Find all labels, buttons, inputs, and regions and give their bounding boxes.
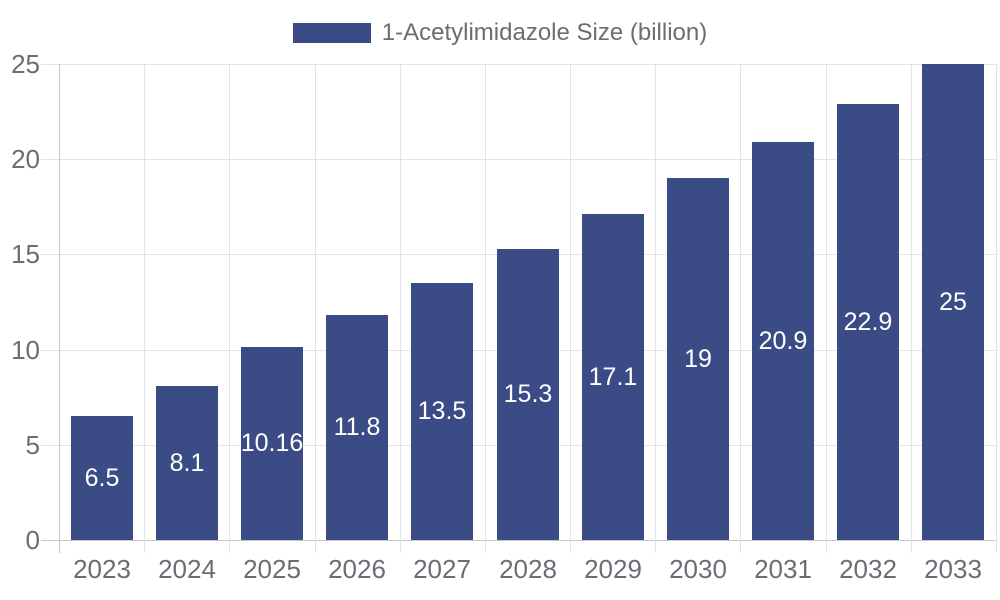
gridline-vertical <box>315 64 316 553</box>
gridline-vertical <box>485 64 486 553</box>
gridline-vertical <box>229 64 230 553</box>
y-axis-line <box>59 64 60 553</box>
bar-value-label: 6.5 <box>84 463 120 492</box>
bar[interactable]: 8.1 <box>156 386 218 540</box>
bar[interactable]: 19 <box>667 178 729 540</box>
bar-value-label: 22.9 <box>843 307 893 336</box>
legend[interactable]: 1-Acetylimidazole Size (billion) <box>0 19 1000 46</box>
bar[interactable]: 6.5 <box>71 416 133 540</box>
gridline-horizontal <box>41 64 996 65</box>
bar-value-label: 20.9 <box>758 326 808 355</box>
bar[interactable]: 22.9 <box>837 104 899 540</box>
bar-value-label: 15.3 <box>503 380 553 408</box>
bar-value-label: 17.1 <box>588 362 638 391</box>
bar-value-label: 25 <box>939 287 967 316</box>
x-tick-label: 2029 <box>584 554 642 584</box>
gridline-vertical <box>826 64 827 553</box>
x-tick-label: 2027 <box>413 554 471 584</box>
bar-value-label: 8.1 <box>169 448 205 477</box>
x-tick-label: 2028 <box>499 554 557 584</box>
bar[interactable]: 13.5 <box>411 283 473 540</box>
x-tick-label: 2024 <box>158 554 216 584</box>
x-tick-label: 2032 <box>839 554 897 584</box>
y-tick-label: 25 <box>11 49 40 79</box>
gridline-vertical <box>911 64 912 553</box>
x-tick-label: 2033 <box>924 554 982 584</box>
x-tick-label: 2026 <box>328 554 386 584</box>
x-tick-label: 2025 <box>243 554 301 584</box>
y-tick-label: 10 <box>11 335 40 365</box>
legend-label: 1-Acetylimidazole Size (billion) <box>381 19 708 46</box>
gridline-vertical <box>144 64 145 553</box>
x-tick-label: 2031 <box>754 554 812 584</box>
bar[interactable]: 25 <box>922 64 984 540</box>
y-tick-label: 5 <box>25 430 40 460</box>
y-tick-label: 15 <box>11 239 40 269</box>
gridline-vertical <box>400 64 401 553</box>
bar-value-label: 19 <box>684 344 712 373</box>
bar-value-label: 10.16 <box>240 429 304 457</box>
bar-value-label: 13.5 <box>417 397 467 425</box>
x-tick-label: 2030 <box>669 554 727 584</box>
gridline-vertical <box>740 64 741 553</box>
y-tick-label: 20 <box>11 144 40 174</box>
legend-swatch <box>292 23 371 43</box>
x-axis-line <box>41 540 996 541</box>
gridline-vertical <box>996 64 997 553</box>
y-tick-label: 0 <box>25 525 40 555</box>
x-tick-label: 2023 <box>73 554 131 584</box>
bar[interactable]: 11.8 <box>326 315 388 540</box>
gridline-vertical <box>655 64 656 553</box>
bar[interactable]: 10.16 <box>241 347 303 540</box>
bar-value-label: 11.8 <box>333 413 381 441</box>
bar[interactable]: 17.1 <box>582 214 644 540</box>
gridline-horizontal <box>41 159 996 160</box>
bar[interactable]: 15.3 <box>497 249 559 540</box>
bar[interactable]: 20.9 <box>752 142 814 540</box>
gridline-vertical <box>570 64 571 553</box>
